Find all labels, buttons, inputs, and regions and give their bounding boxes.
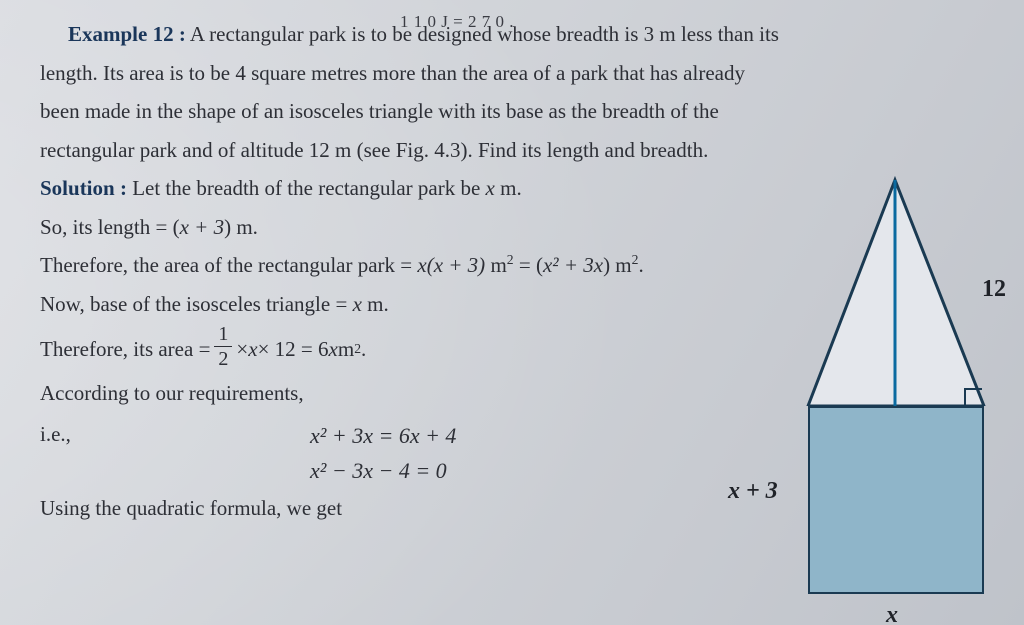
problem-line-4: rectangular park and of altitude 12 m (s… xyxy=(40,134,1006,167)
base-pre: Now, base of the isosceles triangle = xyxy=(40,292,353,316)
fraction-half: 1 2 xyxy=(214,324,232,369)
label-base: x xyxy=(886,602,898,625)
tri-area-line: Therefore, its area = 1 2 × x × 12 = 6x … xyxy=(40,326,800,371)
isosceles-triangle xyxy=(790,176,1000,406)
sq-a: 2 xyxy=(507,252,514,267)
right-angle-icon xyxy=(964,388,982,406)
area-rect-expr2: x² + 3x xyxy=(543,253,603,277)
area-rect-post: ) m xyxy=(603,253,632,277)
area-rect-eq: = ( xyxy=(514,253,543,277)
example-statement: Example 12 : A rectangular park is to be… xyxy=(40,18,1006,51)
base-line: Now, base of the isosceles triangle = x … xyxy=(40,288,800,321)
area-rect-line: Therefore, the area of the rectangular p… xyxy=(40,249,800,282)
according-line: According to our requirements, xyxy=(40,377,800,410)
using-line: Using the quadratic formula, we get xyxy=(40,492,800,525)
solution-label: Solution : xyxy=(40,176,127,200)
let-unit: m. xyxy=(495,176,522,200)
area-rect-expr1: x(x + 3) xyxy=(417,253,485,277)
problem-line-3: been made in the shape of an isosceles t… xyxy=(40,95,1006,128)
problem-line-2: length. Its area is to be 4 square metre… xyxy=(40,57,1006,90)
label-altitude: 12 xyxy=(982,276,1006,303)
tri-mid1: × xyxy=(236,333,248,366)
textbook-page: 1 1 0 J = 2 7 0 . Example 12 : A rectang… xyxy=(40,18,1006,615)
equation-stack: x² + 3x = 6x + 4 x² − 3x − 4 = 0 xyxy=(310,418,456,488)
base-unit: m. xyxy=(362,292,389,316)
example-label: Example 12 : xyxy=(68,22,186,46)
area-rect-pre: Therefore, the area of the rectangular p… xyxy=(40,253,417,277)
length-expr: x + 3 xyxy=(180,215,225,239)
area-rect-m2a: m xyxy=(485,253,507,277)
length-post: ) m. xyxy=(224,215,258,239)
let-var: x xyxy=(486,176,495,200)
base-var: x xyxy=(353,292,362,316)
length-pre: So, its length = ( xyxy=(40,215,180,239)
label-length: x + 3 xyxy=(728,478,778,505)
rectangle-park xyxy=(808,406,984,594)
problem-line-1: A rectangular park is to be designed who… xyxy=(190,22,779,46)
triangle-svg xyxy=(790,176,1000,406)
solution-let: Solution : Let the breadth of the rectan… xyxy=(40,172,800,205)
tri-area-x: x xyxy=(329,333,338,366)
equation-2: x² − 3x − 4 = 0 xyxy=(310,453,456,488)
equation-1: x² + 3x = 6x + 4 xyxy=(310,418,456,453)
tri-area-pre: Therefore, its area = xyxy=(40,333,210,366)
let-text: Let the breadth of the rectangular park … xyxy=(132,176,480,200)
figure-4-3: 12 x + 3 x xyxy=(790,176,1000,616)
tri-post: m xyxy=(338,333,354,366)
sq-b: 2 xyxy=(632,252,639,267)
length-line: So, its length = (x + 3) m. xyxy=(40,211,800,244)
frac-num: 1 xyxy=(214,324,232,347)
ie-label: i.e., xyxy=(40,418,110,451)
frac-den: 2 xyxy=(214,347,232,369)
tri-x: x xyxy=(248,333,257,366)
tri-mid2: × 12 = 6 xyxy=(258,333,329,366)
